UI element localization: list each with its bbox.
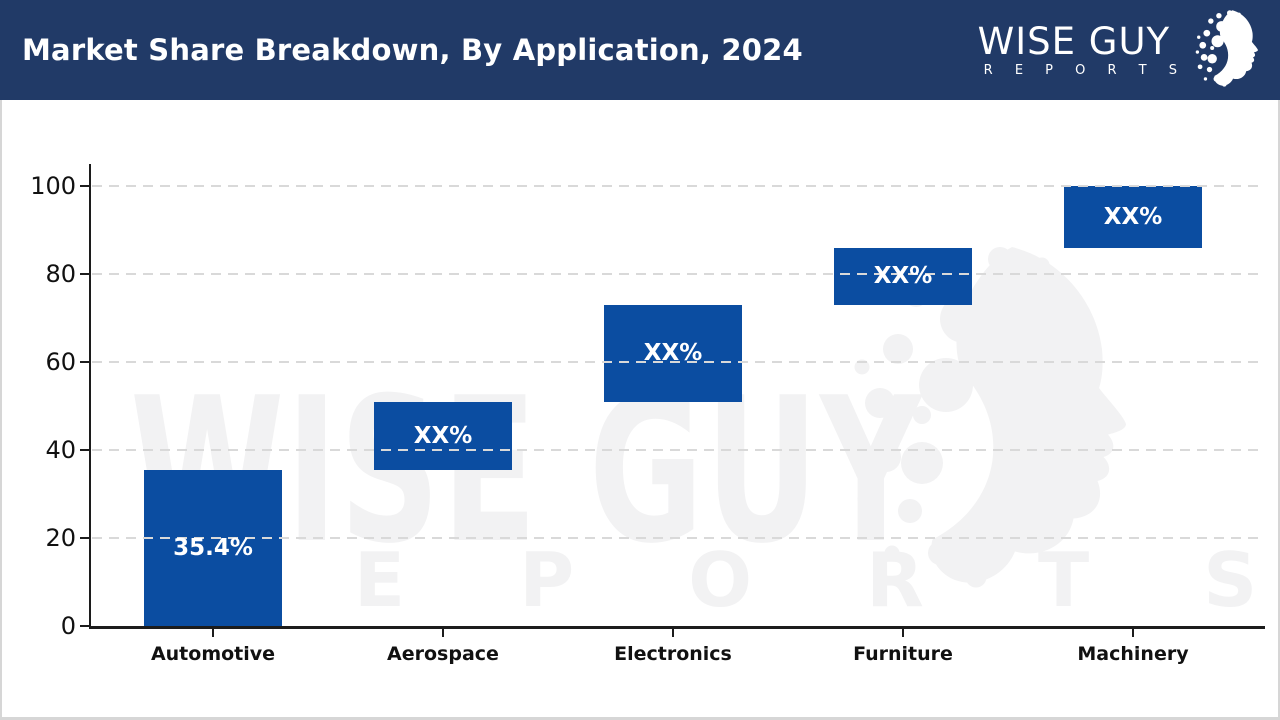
gridline-80 — [92, 273, 1258, 275]
x-category-label-machinery: Machinery — [1077, 643, 1189, 665]
y-tick-mark-20 — [80, 537, 90, 539]
y-tick-label-40: 40 — [45, 436, 76, 464]
x-tick-mark-electronics — [672, 629, 674, 637]
y-axis-line — [89, 164, 91, 629]
bar-machinery — [1064, 186, 1202, 248]
y-tick-mark-60 — [80, 361, 90, 363]
y-tick-label-20: 20 — [45, 524, 76, 552]
brand-logo: WISE GUY R E P O R T S — [978, 6, 1266, 94]
dotted-head-profile-icon — [1192, 6, 1266, 94]
y-tick-label-100: 100 — [30, 172, 76, 200]
header-bar: Market Share Breakdown, By Application, … — [0, 0, 1280, 100]
bar-electronics — [604, 304, 742, 402]
bar-value-label-automotive: 35.4% — [173, 535, 253, 562]
y-tick-mark-100 — [80, 185, 90, 187]
y-tick-label-80: 80 — [45, 260, 76, 288]
bar-value-label-machinery: XX% — [1103, 203, 1163, 230]
chart-canvas: WISE GUY R E P O R T S 0 20 40 60 80 100 35.4%… — [2, 100, 1278, 717]
bar-value-label-electronics: XX% — [643, 340, 703, 367]
page-title: Market Share Breakdown, By Application, … — [22, 33, 803, 67]
watermark-reports: R E P O R T S — [182, 536, 1280, 624]
x-tick-mark-furniture — [902, 629, 904, 637]
bar-automotive — [144, 470, 282, 626]
x-category-label-furniture: Furniture — [853, 643, 953, 665]
brand-reports-label: R E P O R T S — [983, 63, 1186, 78]
bar-value-label-aerospace: XX% — [413, 422, 473, 449]
gridline-40 — [92, 449, 1258, 451]
x-category-label-aerospace: Aerospace — [387, 643, 499, 665]
x-tick-mark-automotive — [212, 629, 214, 637]
gridline-100 — [92, 185, 1258, 187]
gridline-60 — [92, 361, 1258, 363]
x-tick-mark-aerospace — [442, 629, 444, 637]
x-axis-line — [89, 626, 1265, 629]
x-category-label-electronics: Electronics — [614, 643, 732, 665]
brand-logo-text: WISE GUY R E P O R T S — [978, 23, 1186, 77]
brand-wordmark: WISE GUY — [977, 20, 1171, 63]
bar-furniture — [834, 247, 972, 305]
bar-value-label-furniture: XX% — [873, 263, 933, 290]
y-tick-label-0: 0 — [60, 612, 76, 640]
x-category-label-automotive: Automotive — [150, 643, 276, 665]
x-tick-mark-machinery — [1132, 629, 1134, 637]
bar-aerospace — [374, 401, 512, 471]
y-tick-label-60: 60 — [45, 348, 76, 376]
y-tick-mark-40 — [80, 449, 90, 451]
y-tick-mark-80 — [80, 273, 90, 275]
y-tick-mark-0 — [80, 625, 90, 627]
gridline-20 — [92, 537, 1258, 539]
